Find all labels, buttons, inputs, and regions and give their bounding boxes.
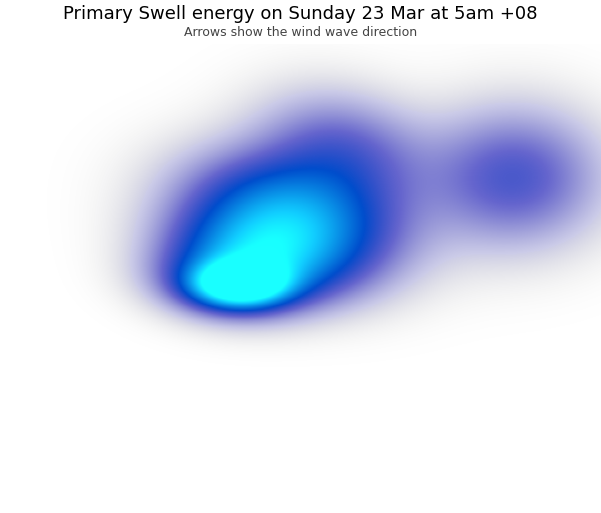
Text: Primary Swell energy on Sunday 23 Mar at 5am +08: Primary Swell energy on Sunday 23 Mar at…	[63, 5, 538, 23]
Text: Arrows show the wind wave direction: Arrows show the wind wave direction	[184, 26, 417, 39]
